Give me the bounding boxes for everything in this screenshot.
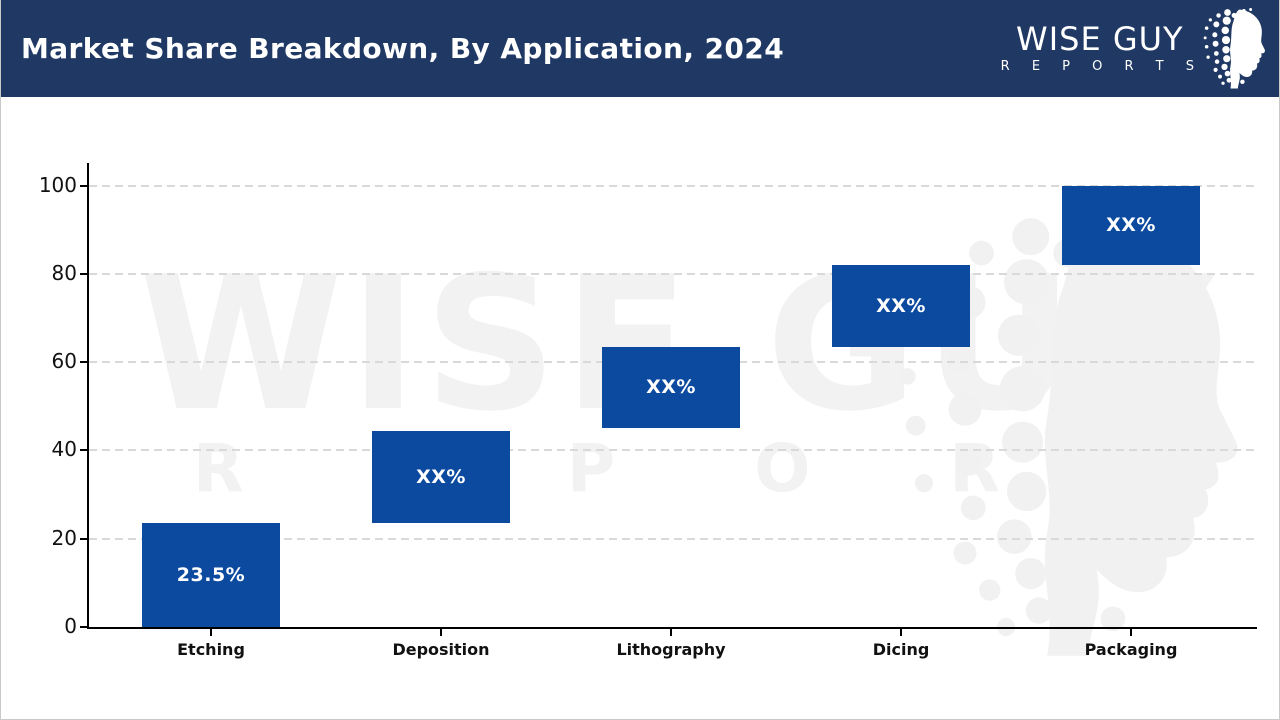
logo-text: WISE GUY R E P O R T S	[997, 23, 1203, 74]
y-tick-label: 20	[51, 525, 77, 550]
y-tick-mark	[80, 184, 87, 187]
x-tick-mark	[1130, 629, 1132, 636]
y-tick-label: 100	[38, 172, 77, 197]
bar-value-label: XX%	[876, 294, 926, 317]
y-axis-line	[87, 163, 89, 629]
bar: XX%	[602, 346, 740, 429]
bar-value-label: XX%	[1106, 214, 1156, 237]
y-tick-label: 0	[64, 614, 77, 638]
gridline	[89, 449, 1255, 452]
x-tick-mark	[210, 629, 212, 636]
x-category-label: Dicing	[872, 640, 930, 659]
header: Market Share Breakdown, By Application, …	[1, 0, 1279, 97]
y-tick-mark	[80, 626, 87, 628]
bar: XX%	[1062, 185, 1200, 265]
y-tick-mark	[80, 272, 87, 275]
gridline	[89, 537, 1255, 540]
x-tick-mark	[670, 629, 672, 636]
wiseguy-face-icon	[1203, 7, 1265, 89]
logo-wordmark: WISE GUY	[1016, 20, 1184, 59]
bar: XX%	[372, 430, 510, 524]
y-tick-mark	[80, 361, 87, 364]
bar-value-label: XX%	[416, 465, 466, 488]
y-tick-label: 60	[51, 349, 77, 374]
bar-value-label: 23.5%	[176, 564, 246, 587]
logo-subtext: R E P O R T S	[1000, 58, 1203, 74]
x-category-label: Lithography	[616, 640, 726, 659]
y-tick-mark	[80, 537, 87, 540]
x-category-label: Deposition	[392, 640, 490, 659]
bar: 23.5%	[142, 523, 280, 627]
x-tick-mark	[900, 629, 902, 636]
x-tick-mark	[440, 629, 442, 636]
chart-title: Market Share Breakdown, By Application, …	[21, 32, 785, 65]
y-tick-label: 40	[51, 437, 77, 462]
y-tick-label: 80	[51, 260, 77, 285]
gridline	[89, 272, 1255, 275]
bar-value-label: XX%	[646, 376, 696, 399]
x-axis-line	[87, 627, 1257, 629]
x-category-label: Packaging	[1084, 640, 1178, 659]
y-tick-mark	[80, 449, 87, 452]
bar: XX%	[832, 264, 970, 347]
wiseguy-logo: WISE GUY R E P O R T S	[997, 7, 1267, 90]
x-category-label: Etching	[177, 640, 245, 659]
gridline	[89, 184, 1255, 187]
